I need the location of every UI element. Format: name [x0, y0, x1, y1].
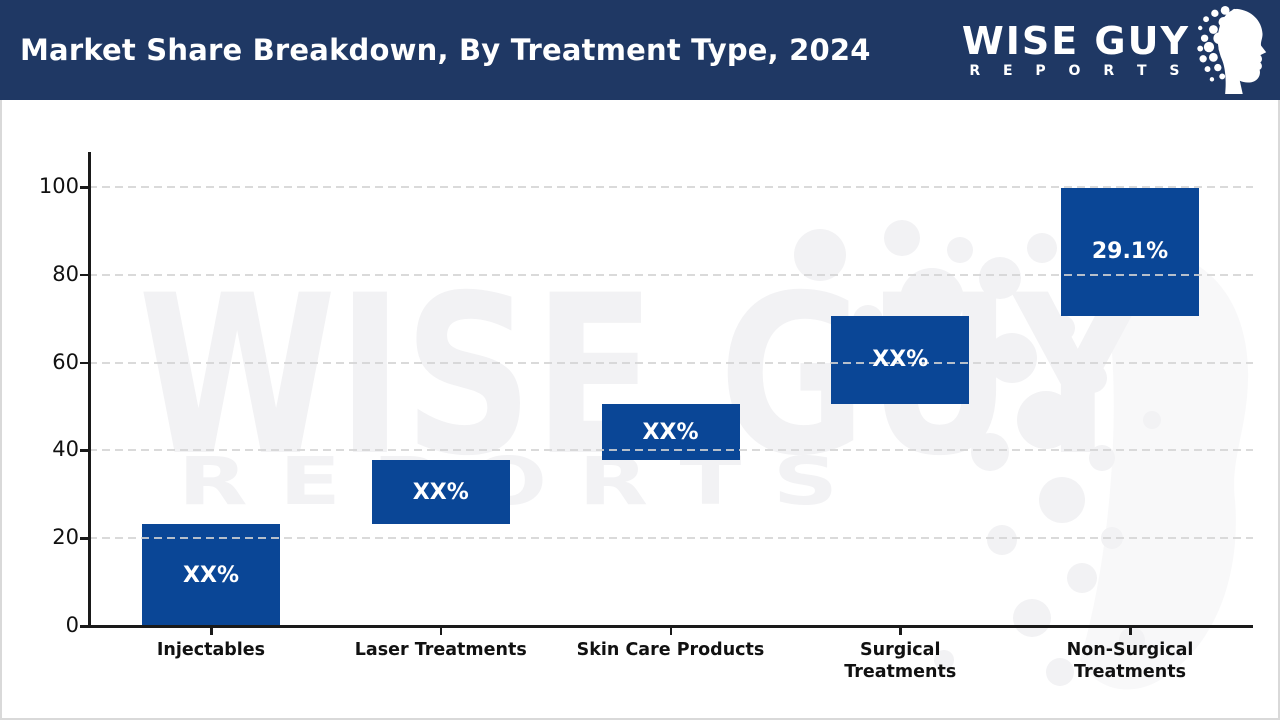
- brand-name: WISE GUY: [961, 18, 1190, 63]
- y-tick-label: 20: [52, 525, 79, 550]
- y-tick: [80, 361, 88, 365]
- x-tick: [899, 627, 902, 635]
- bar-value-label: XX%: [642, 419, 699, 445]
- bar-value-label: XX%: [872, 347, 929, 373]
- x-tick: [1129, 627, 1132, 635]
- y-gridline: [89, 537, 1253, 540]
- y-gridline: [89, 449, 1253, 452]
- y-tick: [80, 449, 88, 452]
- y-gridline: [89, 361, 1253, 364]
- category-label: Injectables: [156, 640, 266, 660]
- header-banner: Market Share Breakdown, By Treatment Typ…: [0, 0, 1280, 100]
- y-tick: [80, 273, 88, 277]
- y-tick: [80, 186, 88, 189]
- brand-logo-text: WISE GUY R E P O R T S: [962, 22, 1190, 79]
- category-label: Surgical Treatments: [844, 640, 957, 682]
- y-axis-line: [88, 152, 91, 627]
- category-label: Skin Care Products: [576, 640, 765, 660]
- y-tick-label: 0: [65, 613, 79, 637]
- y-tick-label: 60: [52, 349, 79, 374]
- brand-subtitle: R E P O R T S: [969, 62, 1189, 79]
- y-tick: [80, 537, 88, 540]
- x-tick: [439, 627, 443, 635]
- brand-head-icon: [1197, 6, 1267, 94]
- y-tick-label: 40: [52, 437, 79, 462]
- x-tick: [210, 627, 213, 635]
- bar-value-label: XX%: [183, 562, 239, 588]
- category-label: Laser Treatments: [354, 640, 527, 660]
- y-tick-label: 100: [38, 174, 79, 198]
- y-tick: [80, 625, 88, 628]
- category-label: Non-Surgical Treatments: [1066, 640, 1194, 682]
- chart-title: Market Share Breakdown, By Treatment Typ…: [20, 33, 871, 67]
- y-gridline: [89, 186, 1253, 188]
- brand-logo: WISE GUY R E P O R T S: [962, 6, 1268, 94]
- y-gridline: [89, 273, 1253, 276]
- y-tick-label: 80: [52, 261, 79, 286]
- bar-segment: [142, 524, 280, 626]
- bar-value-label: XX%: [412, 479, 469, 505]
- x-axis-line: [88, 625, 1253, 628]
- bar-value-label: 29.1%: [1091, 239, 1169, 265]
- x-tick: [669, 627, 672, 635]
- bar-segment: [371, 460, 510, 525]
